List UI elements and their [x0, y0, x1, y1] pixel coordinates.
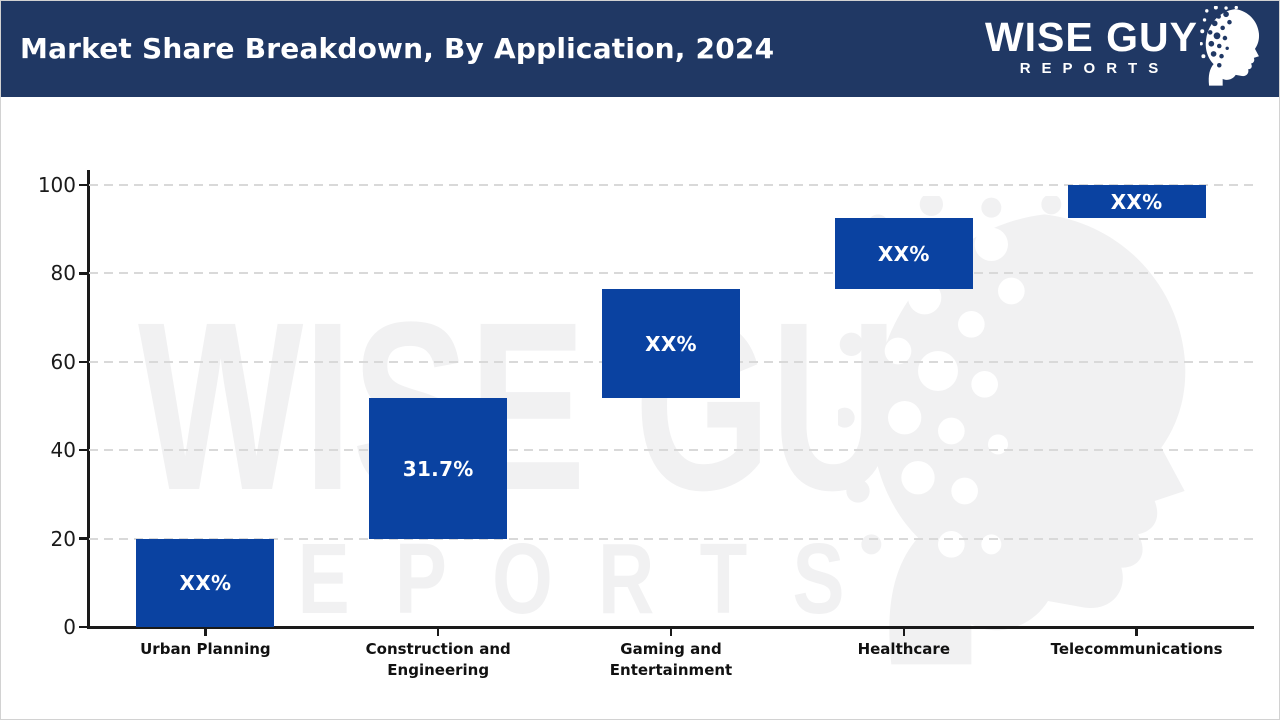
header: Market Share Breakdown, By Application, … — [0, 0, 1280, 97]
x-tick-mark-urban-planning — [204, 628, 207, 636]
x-tick-mark-construction-and-engineering — [436, 628, 440, 636]
gridline-40 — [89, 449, 1253, 452]
y-tick-mark-0 — [79, 625, 87, 629]
x-tick-mark-healthcare — [902, 628, 906, 636]
bar-value-label-telecommunications: XX% — [1110, 189, 1163, 214]
y-tick-mark-20 — [79, 537, 87, 540]
bar-value-label-construction-and-engineering: 31.7% — [402, 456, 474, 481]
wiseguy-logo: WISE GUY REPORTS — [985, 6, 1268, 86]
y-tick-label-60: 60 — [50, 349, 76, 374]
bar-value-label-urban-planning: XX% — [179, 570, 232, 595]
bar-construction-and-engineering: 31.7% — [369, 398, 508, 539]
y-tick-label-40: 40 — [50, 438, 76, 463]
logo-subtext: REPORTS — [1019, 59, 1170, 77]
y-axis-line — [87, 170, 90, 628]
x-axis-label-urban-planning: Urban Planning — [140, 640, 271, 658]
logo-face-icon — [1200, 6, 1260, 86]
x-axis-label-healthcare: Healthcare — [857, 640, 951, 658]
y-tick-label-100: 100 — [37, 173, 76, 197]
y-tick-mark-100 — [79, 183, 87, 187]
y-tick-label-0: 0 — [63, 615, 76, 639]
x-tick-mark-telecommunications — [1135, 628, 1138, 636]
y-tick-label-80: 80 — [50, 261, 76, 286]
x-tick-mark-gaming-and-entertainment — [669, 628, 673, 636]
x-axis-label-telecommunications: Telecommunications — [1050, 640, 1223, 658]
page-title: Market Share Breakdown, By Application, … — [20, 32, 775, 65]
y-tick-label-20: 20 — [50, 526, 76, 551]
logo-wordmark: WISE GUY — [984, 13, 1198, 60]
y-tick-mark-80 — [79, 272, 87, 275]
bar-gaming-and-entertainment: XX% — [602, 288, 740, 399]
x-axis-label-gaming-and-entertainment: Gaming and Entertainment — [609, 640, 733, 679]
x-axis-line — [87, 626, 1254, 629]
x-axis-label-construction-and-engineering: Construction and Engineering — [365, 640, 511, 679]
bar-healthcare: XX% — [834, 218, 973, 289]
bar-telecommunications: XX% — [1067, 185, 1206, 219]
gridline-80 — [89, 272, 1253, 275]
bar-urban-planning: XX% — [136, 538, 275, 627]
logo-text: WISE GUY REPORTS — [984, 13, 1198, 77]
y-tick-mark-60 — [79, 360, 87, 364]
bar-value-label-healthcare: XX% — [877, 241, 930, 266]
bar-value-label-gaming-and-entertainment: XX% — [645, 331, 697, 356]
gridline-20 — [89, 537, 1253, 540]
y-tick-mark-40 — [79, 448, 87, 452]
gridline-100 — [89, 184, 1253, 186]
